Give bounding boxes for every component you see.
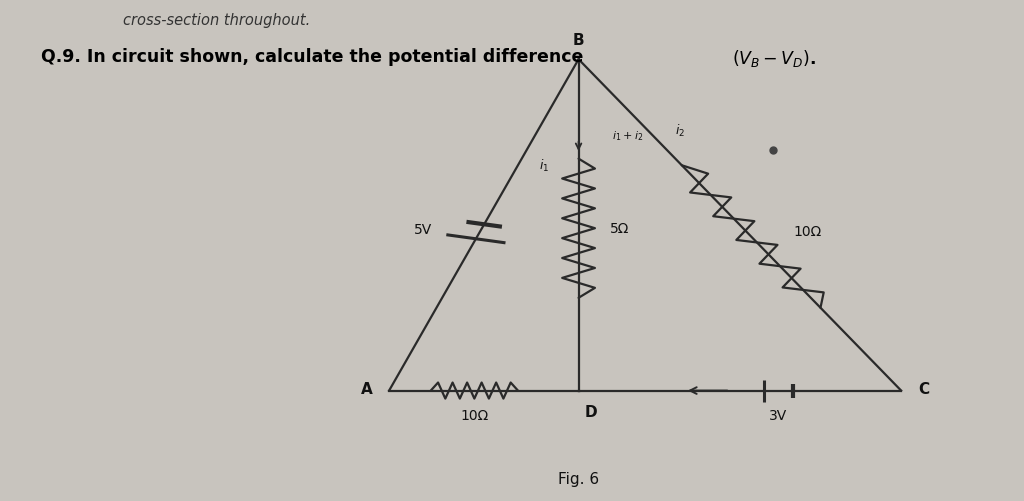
Text: 3V: 3V <box>769 408 787 422</box>
Text: $i_1+i_2$: $i_1+i_2$ <box>612 128 643 142</box>
Text: B: B <box>572 33 585 48</box>
Text: $i_1$: $i_1$ <box>540 157 549 173</box>
Text: 5Ω: 5Ω <box>610 222 629 236</box>
Text: $(V_B - V_D)$.: $(V_B - V_D)$. <box>732 48 816 69</box>
Text: D: D <box>585 404 597 419</box>
Text: Q.9. In circuit shown, calculate the potential difference: Q.9. In circuit shown, calculate the pot… <box>41 48 590 66</box>
Text: 5V: 5V <box>414 222 432 236</box>
Text: 10Ω: 10Ω <box>794 225 821 239</box>
Text: $i_2$: $i_2$ <box>675 122 685 138</box>
Text: C: C <box>919 381 929 396</box>
Text: 10Ω: 10Ω <box>460 408 488 422</box>
Text: Fig. 6: Fig. 6 <box>558 471 599 486</box>
Text: cross-section throughout.: cross-section throughout. <box>123 13 310 28</box>
Text: A: A <box>360 381 373 396</box>
